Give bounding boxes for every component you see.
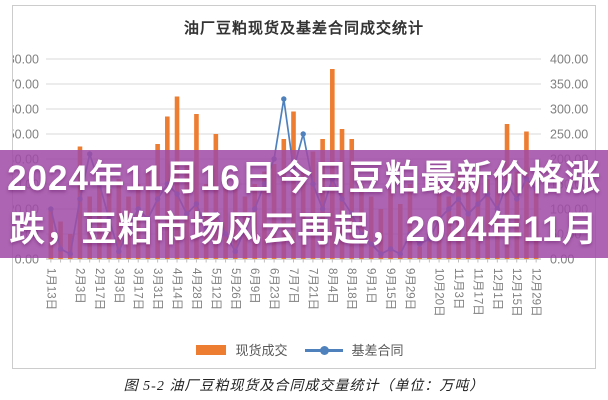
svg-text:2月3日: 2月3日 (73, 268, 85, 304)
svg-text:6月23日: 6月23日 (268, 268, 280, 310)
overlay-headline-banner: 2024年11月16日今日豆粕最新价格涨 跌，豆粕市场风云再起，2024年11月 (0, 150, 608, 258)
svg-text:250.00: 250.00 (550, 128, 588, 142)
svg-text:9月15日: 9月15日 (384, 268, 396, 310)
svg-text:8月4日: 8月4日 (326, 268, 338, 304)
svg-text:7月21日: 7月21日 (306, 268, 318, 310)
figure-caption: 图 5-2 油厂豆粕现货及合同成交量统计（单位：万吨） (123, 379, 485, 394)
chart-legend: 现货成交 基差合同 (13, 340, 595, 359)
svg-text:4月28日: 4月28日 (190, 268, 202, 310)
legend-line-label: 基差合同 (351, 343, 404, 358)
svg-text:11月17日: 11月17日 (471, 268, 483, 316)
svg-text:9月29日: 9月29日 (403, 268, 415, 310)
legend-line-swatch-icon (304, 345, 343, 355)
svg-text:300.00: 300.00 (550, 103, 588, 117)
overlay-headline-line1: 2024年11月16日今日豆粕最新价格涨 (7, 159, 601, 198)
svg-text:11月3日: 11月3日 (452, 268, 464, 309)
legend-bar-label: 现货成交 (235, 343, 288, 358)
svg-text:5月12日: 5月12日 (209, 268, 221, 310)
overlay-headline-line2: 跌，豆粕市场风云再起，2024年11月 (9, 210, 599, 249)
legend-line-marker-icon (319, 345, 329, 355)
svg-text:3月31日: 3月31日 (151, 268, 163, 310)
svg-text:5月26日: 5月26日 (229, 268, 241, 310)
svg-text:2月17日: 2月17日 (93, 268, 105, 310)
svg-text:3月3日: 3月3日 (112, 268, 124, 304)
svg-text:9月1日: 9月1日 (365, 268, 377, 304)
svg-text:8月18日: 8月18日 (345, 268, 357, 310)
svg-text:4月14日: 4月14日 (171, 268, 183, 310)
chart-title: 油厂豆粕现货及基差合同成交统计 (183, 20, 424, 37)
svg-text:350.00: 350.00 (550, 78, 588, 92)
svg-text:12月29日: 12月29日 (530, 268, 542, 317)
legend-bar-swatch-icon (196, 344, 227, 355)
svg-text:6月9日: 6月9日 (248, 268, 260, 304)
svg-text:400.00: 400.00 (550, 53, 588, 67)
svg-text:7月7日: 7月7日 (287, 268, 299, 304)
svg-text:10月20日: 10月20日 (433, 268, 445, 317)
svg-text:50.00: 50.00 (13, 128, 39, 142)
svg-text:12月1日: 12月1日 (491, 268, 503, 310)
svg-text:80.00: 80.00 (13, 53, 39, 67)
svg-text:70.00: 70.00 (13, 78, 39, 92)
svg-text:3月17日: 3月17日 (132, 268, 144, 310)
svg-text:1月13日: 1月13日 (44, 268, 56, 310)
svg-text:60.00: 60.00 (13, 103, 39, 117)
svg-text:12月15日: 12月15日 (510, 268, 522, 317)
